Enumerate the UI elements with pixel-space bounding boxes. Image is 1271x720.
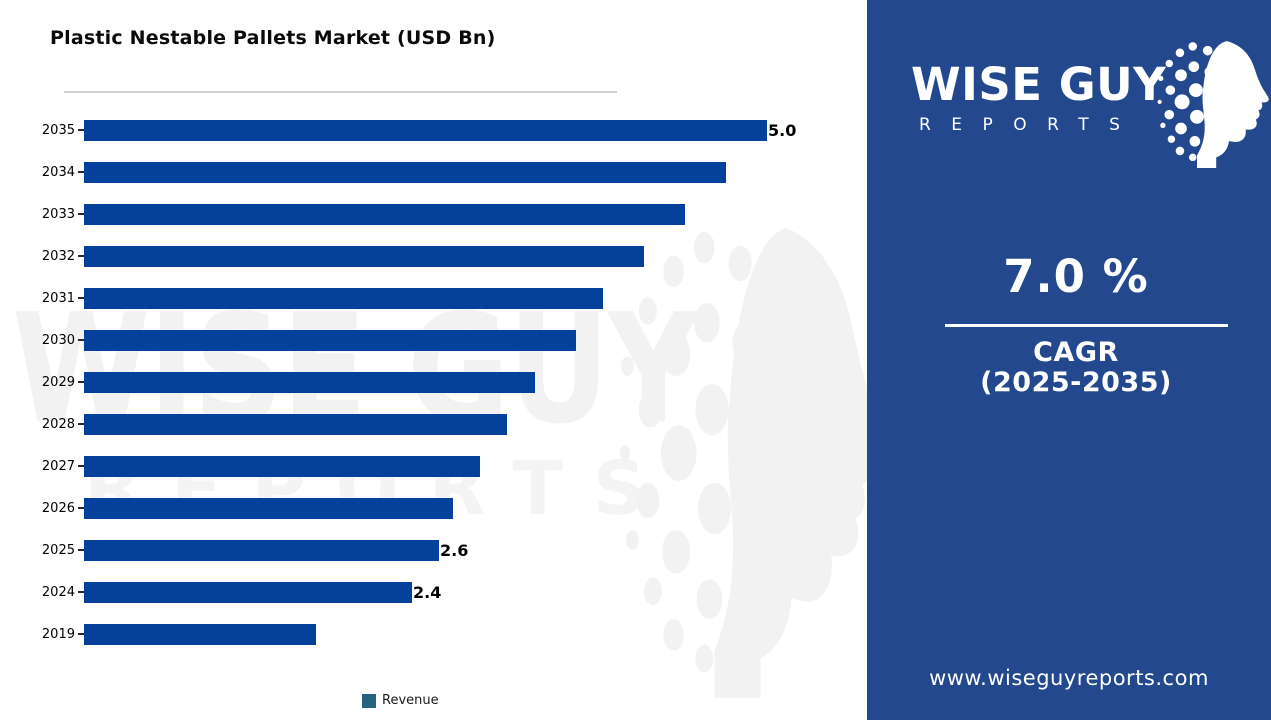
revenue-bar-2019: [84, 623, 316, 645]
legend-swatch: [362, 693, 376, 708]
bar-row: 2030: [0, 319, 867, 361]
y-axis-tick-label: 2035: [41, 122, 75, 138]
logo-wordmark-sub: REPORTS: [919, 115, 1141, 135]
y-axis-tick-label: 2026: [41, 500, 75, 516]
y-axis-tick: [78, 255, 84, 257]
bar-row: 2035 5.0: [0, 109, 867, 151]
revenue-bar-2029: [84, 371, 535, 393]
cagr-period: (2025-2035): [980, 367, 1172, 399]
y-axis-tick-label: 2029: [41, 374, 75, 390]
revenue-bar-2035: [84, 119, 767, 141]
bar-row: 2024 2.4: [0, 571, 867, 613]
chart-panel: Plastic Nestable Pallets Market (USD Bn)…: [0, 27, 867, 708]
cagr-label-block: CAGR (2025-2035): [867, 337, 1271, 399]
y-axis-tick-label: 2030: [41, 332, 75, 348]
y-axis-tick: [78, 633, 84, 635]
website-url: www.wiseguyreports.com: [929, 666, 1209, 690]
legend: Revenue: [362, 693, 439, 708]
revenue-bar-2030: [84, 329, 576, 351]
y-axis-tick-label: 2034: [41, 164, 75, 180]
y-axis-tick: [78, 507, 84, 509]
y-axis-tick: [78, 549, 84, 551]
revenue-bar-2033: [84, 203, 685, 225]
bar-row: 2027: [0, 445, 867, 487]
y-axis-tick-label: 2027: [41, 458, 75, 474]
y-axis-tick-label: 2025: [41, 542, 75, 558]
revenue-bar-2034: [84, 161, 726, 183]
y-axis-tick: [78, 213, 84, 215]
revenue-bar-2026: [84, 497, 453, 519]
legend-label: Revenue: [382, 693, 439, 708]
revenue-bar-2028: [84, 413, 507, 435]
revenue-bar-2027: [84, 455, 480, 477]
bar-value-label: 2.4: [413, 582, 442, 602]
y-axis-tick-label: 2031: [41, 290, 75, 306]
y-axis-tick: [78, 297, 84, 299]
bar-row: 2026: [0, 487, 867, 529]
y-axis-tick-label: 2028: [41, 416, 75, 432]
logo-wordmark: WISE GUY: [911, 58, 1167, 111]
y-axis-tick: [78, 465, 84, 467]
cagr-label: CAGR: [1033, 337, 1119, 368]
cagr-value: 7.0 %: [1003, 250, 1149, 303]
revenue-bar-2024: [84, 581, 412, 603]
revenue-bar-2031: [84, 287, 603, 309]
bar-row: 2034: [0, 151, 867, 193]
y-axis-tick: [78, 171, 84, 173]
y-axis-tick-label: 2033: [41, 206, 75, 222]
y-axis-tick: [78, 423, 84, 425]
y-axis-tick: [78, 339, 84, 341]
y-axis-tick-label: 2024: [41, 584, 75, 600]
logo-text: WISE GUY REPORTS: [911, 62, 1166, 135]
bar-row: 2033: [0, 193, 867, 235]
revenue-bar-2025: [84, 539, 439, 561]
side-panel: WISE GUY REPORTS 7.0 % CAGR (2025-2035) …: [867, 0, 1271, 720]
y-axis-tick: [78, 591, 84, 593]
bar-row: 2031: [0, 277, 867, 319]
y-axis-tick: [78, 381, 84, 383]
title-divider: [64, 91, 617, 93]
bar-chart: 2035 5.0 2034 2033 2032 2031 2030 2029 2028 2027 2…: [0, 109, 867, 655]
revenue-bar-2032: [84, 245, 644, 267]
bar-row: 2028: [0, 403, 867, 445]
y-axis-tick: [78, 129, 84, 131]
bar-row: 2032: [0, 235, 867, 277]
chart-title: Plastic Nestable Pallets Market (USD Bn): [50, 27, 496, 49]
head-silhouette-icon: [1157, 41, 1270, 168]
y-axis-tick-label: 2032: [41, 248, 75, 264]
wise-guy-reports-logo: WISE GUY REPORTS: [911, 40, 1271, 168]
bar-value-label: 5.0: [768, 120, 797, 140]
bar-row: 2025 2.6: [0, 529, 867, 571]
bar-value-label: 2.6: [440, 540, 469, 560]
cagr-divider: [945, 324, 1228, 327]
bar-row: 2019: [0, 613, 867, 655]
bar-row: 2029: [0, 361, 867, 403]
y-axis-tick-label: 2019: [41, 626, 75, 642]
